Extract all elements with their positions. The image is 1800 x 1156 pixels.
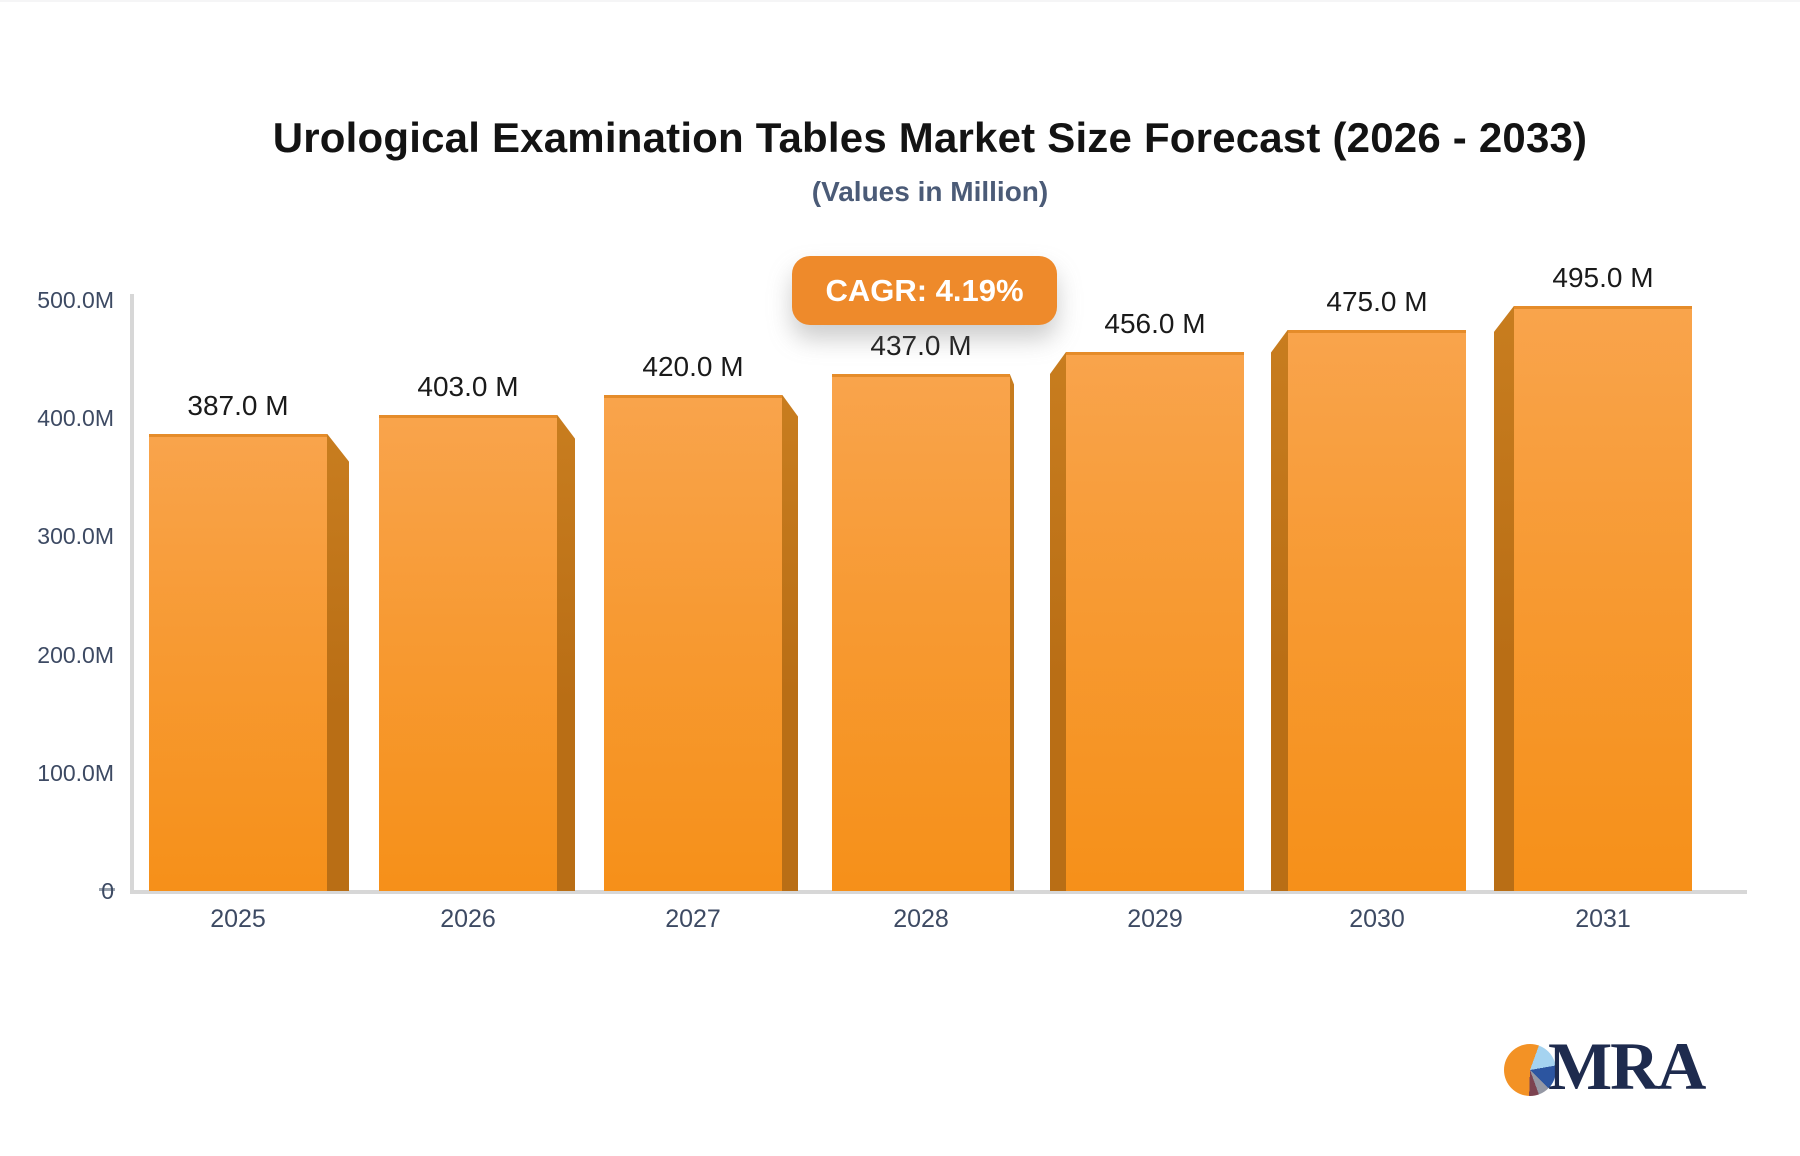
y-axis-line — [130, 294, 134, 891]
bar-side-2027 — [782, 394, 798, 891]
pie-chart-logo-icon — [1504, 1044, 1556, 1096]
y-tick-label: 300.0M — [37, 523, 114, 550]
bar-side-2030 — [1271, 329, 1288, 891]
bar-side-2031 — [1494, 305, 1514, 891]
zero-tick-mark — [99, 888, 115, 891]
cagr-badge: CAGR: 4.19% — [792, 256, 1057, 325]
bar-2028[interactable] — [832, 374, 1010, 891]
bar-value-label: 456.0 M — [1104, 308, 1206, 339]
chart-subtitle: (Values in Million) — [811, 176, 1049, 207]
bar-2029[interactable] — [1066, 352, 1244, 891]
logo-text: MRA — [1548, 1028, 1706, 1104]
bar-value-label: 437.0 M — [870, 330, 972, 362]
y-tick-label: 200.0M — [37, 641, 114, 668]
x-tick-label-2026: 2026 — [440, 905, 496, 933]
bar-value-label: 495.0 M — [1552, 261, 1654, 293]
bar-2025[interactable] — [149, 433, 327, 891]
bar-side-2026 — [557, 414, 575, 891]
x-tick-label-2031: 2031 — [1575, 905, 1631, 933]
x-tick-label-2027: 2027 — [665, 905, 721, 933]
bar-2031[interactable] — [1514, 305, 1692, 891]
x-axis-line — [130, 890, 1747, 894]
bar-side-2029 — [1050, 352, 1066, 891]
y-tick-label: 0 — [101, 878, 114, 904]
x-tick-label-2025: 2025 — [210, 905, 266, 933]
y-tick-label: 500.0M — [37, 287, 114, 313]
bar-2030[interactable] — [1288, 329, 1466, 891]
x-tick-label-2028: 2028 — [893, 905, 949, 933]
bar-2027[interactable] — [604, 394, 782, 891]
bar-side-2025 — [327, 433, 349, 891]
mra-logo: MRA — [1504, 1028, 1764, 1122]
y-tick-label: 400.0M — [37, 405, 114, 432]
bar-side-2028 — [1010, 374, 1014, 891]
bar-value-label: 387.0 M — [187, 389, 289, 421]
bar-value-label: 475.0 M — [1326, 285, 1428, 317]
y-tick-label: 100.0M — [37, 759, 114, 786]
bar-value-label: 420.0 M — [642, 350, 744, 382]
x-tick-label-2030: 2030 — [1349, 905, 1405, 933]
bar-value-label: 403.0 M — [417, 370, 519, 402]
chart-title: Urological Examination Tables Market Siz… — [272, 114, 1588, 161]
bar-2026[interactable] — [379, 414, 557, 891]
x-tick-label-2029: 2029 — [1127, 905, 1183, 933]
